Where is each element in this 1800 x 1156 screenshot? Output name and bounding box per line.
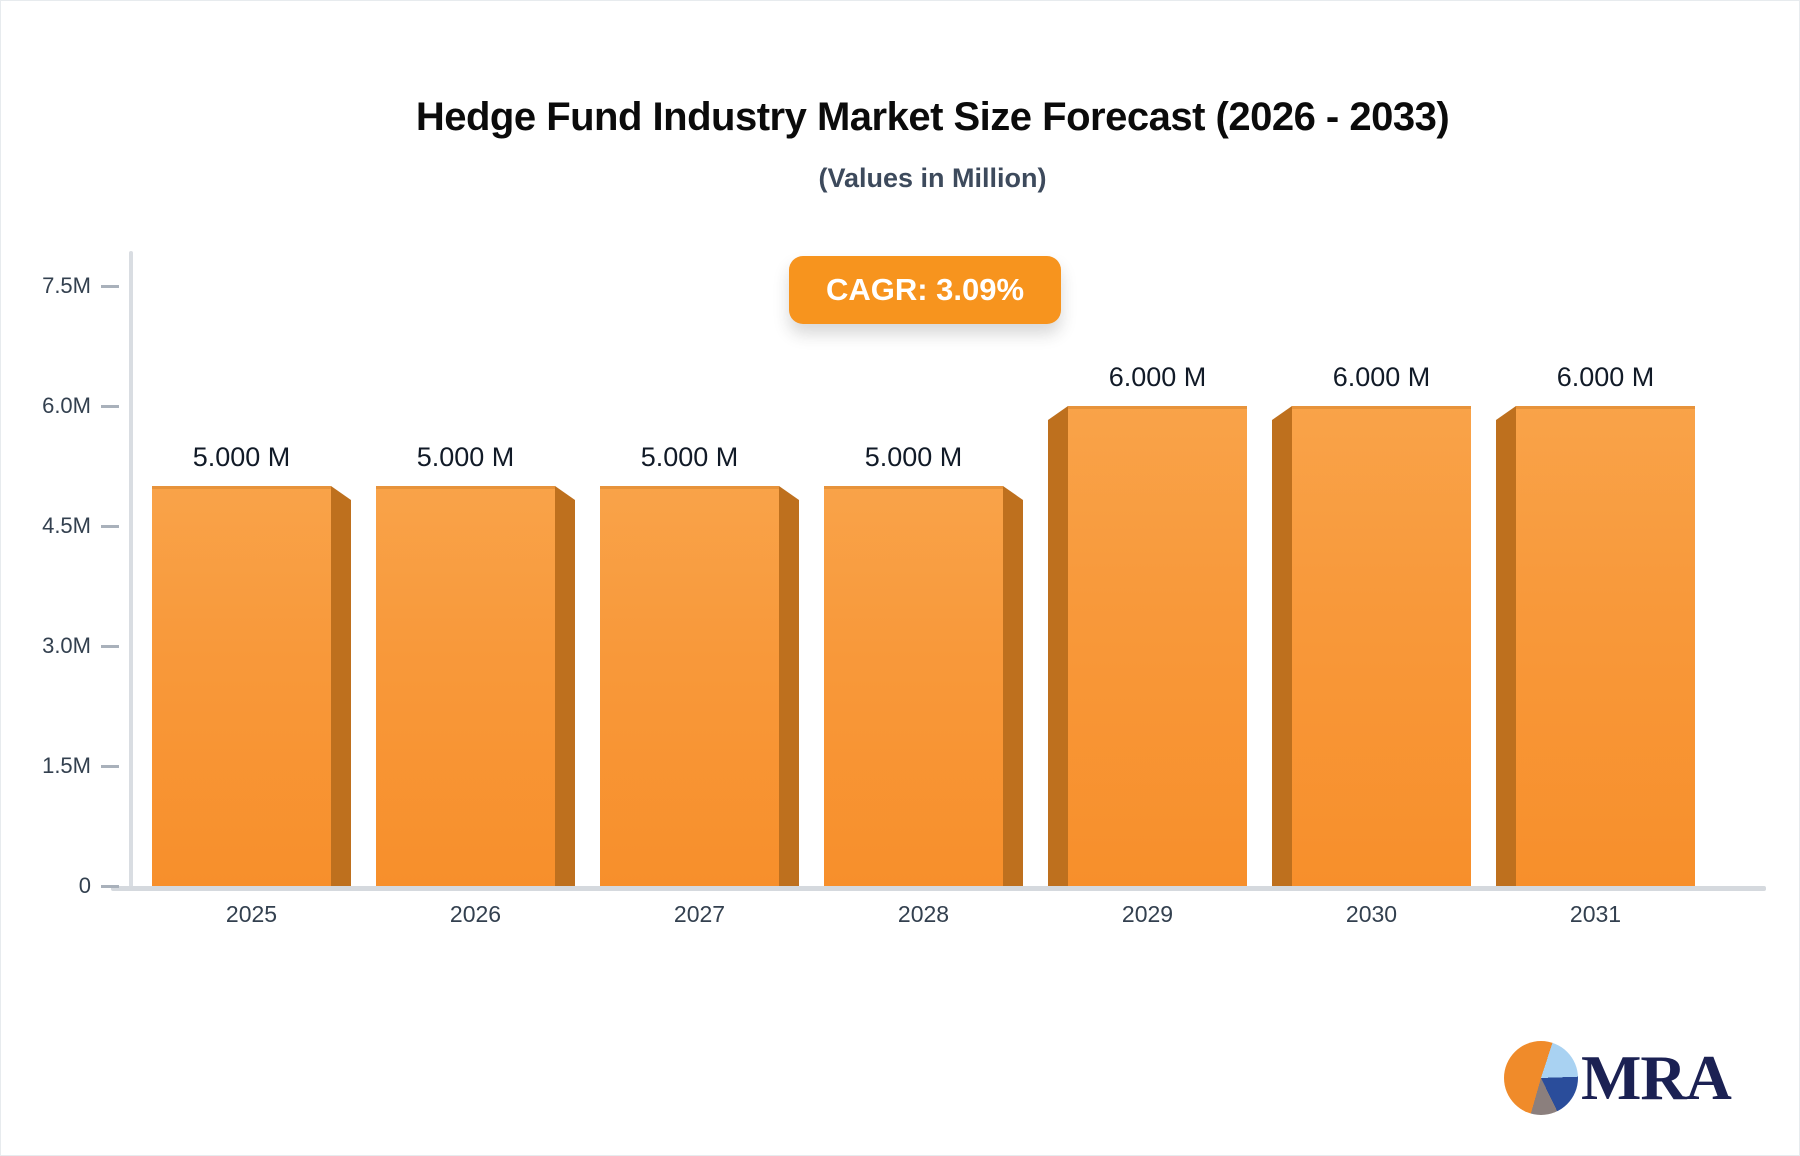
bar-side-face-2025 [331, 486, 351, 886]
bar-value-label: 6.000 M [1108, 362, 1207, 392]
pie-chart-icon [1504, 1041, 1578, 1115]
x-tick-label: 2031 [1569, 901, 1622, 927]
chart-subtitle: (Values in Million) [818, 163, 1047, 193]
y-tick [101, 285, 119, 288]
x-tick-label: 2030 [1345, 901, 1398, 927]
y-tick-label: 7.5M [42, 273, 91, 298]
bar-value-label: 5.000 M [640, 442, 739, 472]
y-tick-label: 6.0M [42, 393, 91, 418]
cagr-badge: CAGR: 3.09% [789, 256, 1061, 324]
y-tick [101, 885, 119, 888]
y-tick [101, 765, 119, 768]
bar-2026 [376, 486, 555, 886]
y-tick-label: 1.5M [42, 753, 91, 778]
x-tick-label: 2028 [897, 901, 950, 927]
mra-logo: MRA [1504, 1039, 1732, 1117]
bar-side-face-2027 [779, 486, 799, 886]
bar-value-label: 6.000 M [1332, 362, 1431, 392]
x-tick-label: 2029 [1121, 901, 1174, 927]
bar-value-label: 5.000 M [192, 442, 291, 472]
y-tick [101, 645, 119, 648]
bar-2030 [1292, 406, 1471, 886]
bar-2025 [152, 486, 331, 886]
bar-2027 [600, 486, 779, 886]
x-axis-line [111, 886, 1766, 891]
x-tick-label: 2027 [673, 901, 726, 927]
bar-2029 [1068, 406, 1247, 886]
logo-text: MRA [1581, 1042, 1732, 1113]
bar-side-face-2030 [1272, 406, 1292, 886]
bar-side-face-2031 [1496, 406, 1516, 886]
bar-value-label: 5.000 M [864, 442, 963, 472]
chart-title: Hedge Fund Industry Market Size Forecast… [415, 95, 1450, 139]
y-tick-label: 4.5M [42, 513, 91, 538]
bar-2031 [1516, 406, 1695, 886]
bar-side-face-2026 [555, 486, 575, 886]
y-tick [101, 405, 119, 408]
bar-side-face-2028 [1003, 486, 1023, 886]
y-tick-label: 3.0M [42, 633, 91, 658]
bar-side-face-2029 [1048, 406, 1068, 886]
y-tick [101, 525, 119, 528]
bar-value-label: 5.000 M [416, 442, 515, 472]
bar-2028 [824, 486, 1003, 886]
y-axis-line [129, 251, 133, 889]
bar-value-label: 6.000 M [1556, 362, 1655, 392]
x-tick-label: 2025 [225, 901, 278, 927]
x-tick-label: 2026 [449, 901, 502, 927]
y-tick-label: 0 [78, 873, 91, 898]
